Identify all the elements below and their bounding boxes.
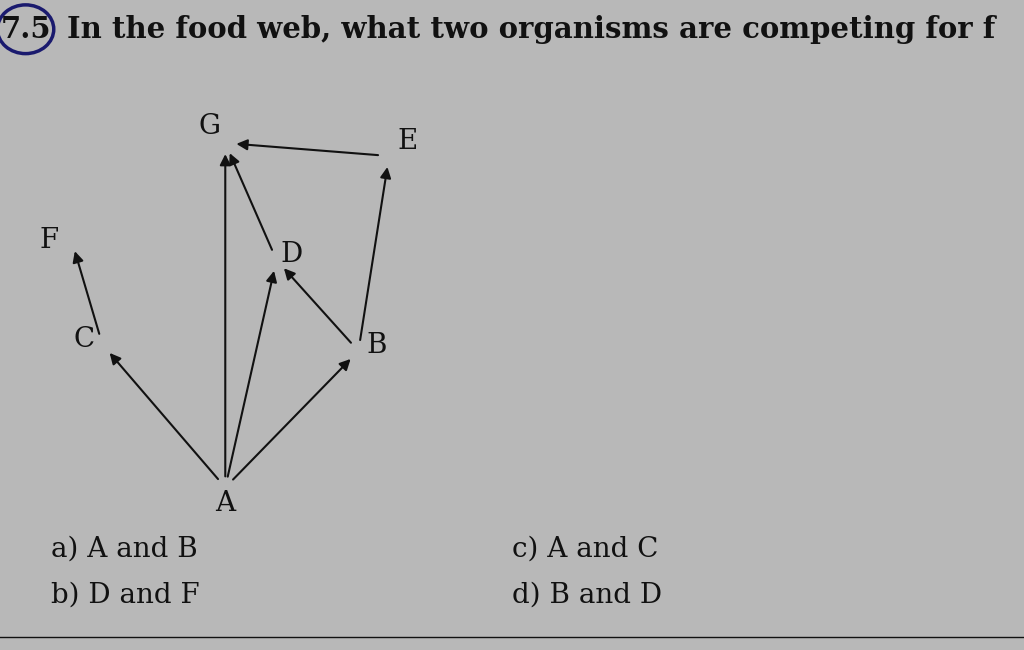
Text: In the food web, what two organisms are competing for f: In the food web, what two organisms are …	[67, 15, 994, 44]
Text: B: B	[367, 332, 387, 359]
Text: a) A and B: a) A and B	[51, 536, 198, 563]
Text: D: D	[281, 241, 303, 268]
Text: d) B and D: d) B and D	[512, 581, 663, 608]
Text: b) D and F: b) D and F	[51, 581, 200, 608]
Text: 7.5: 7.5	[0, 15, 51, 44]
Text: C: C	[74, 326, 94, 353]
Text: F: F	[40, 227, 58, 254]
Text: G: G	[199, 113, 221, 140]
Text: E: E	[397, 128, 418, 155]
Text: A: A	[215, 490, 236, 517]
Text: c) A and C: c) A and C	[512, 536, 658, 563]
